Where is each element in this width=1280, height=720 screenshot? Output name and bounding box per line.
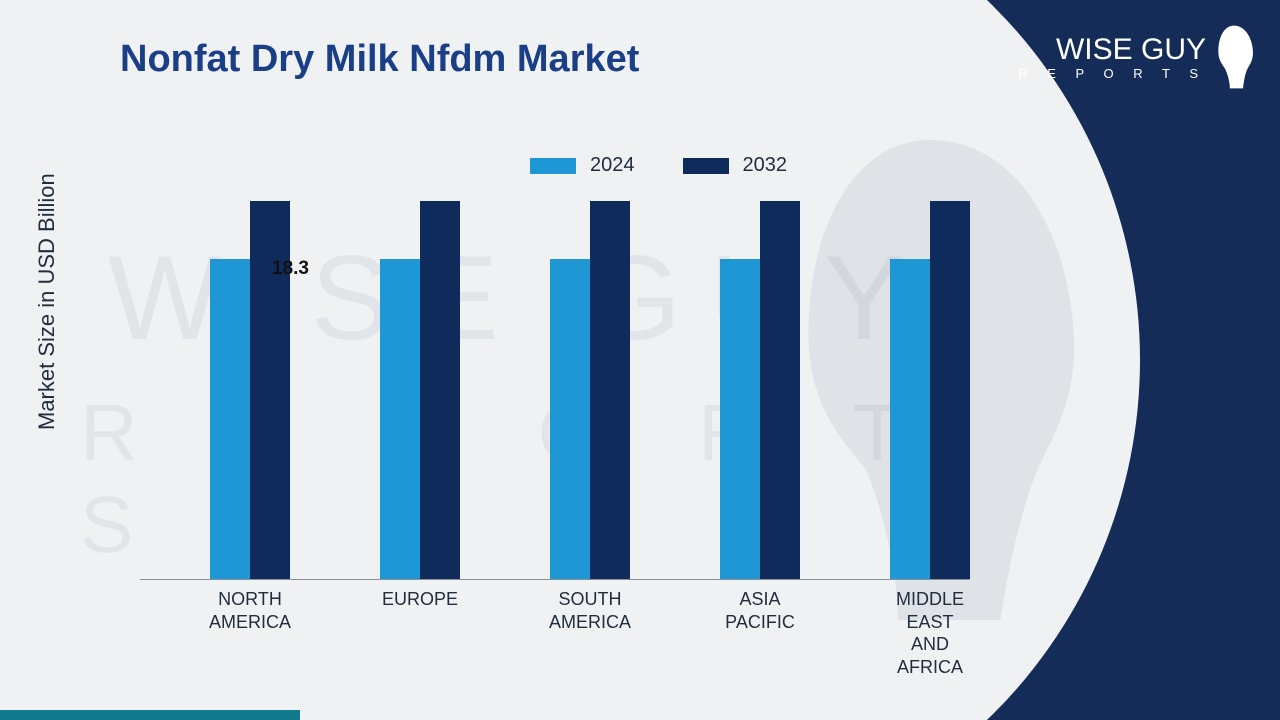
bar-2032 <box>590 201 630 579</box>
category-label: NORTHAMERICA <box>185 588 315 633</box>
bar-group <box>360 201 480 579</box>
bar-2024 <box>720 259 760 579</box>
brand-line2: R E P O R T S <box>1018 67 1206 80</box>
bar-2024 <box>210 259 250 579</box>
brand-line1: WISE GUY <box>1056 35 1206 65</box>
bar-2024 <box>890 259 930 579</box>
page-title: Nonfat Dry Milk Nfdm Market <box>120 38 639 81</box>
page: WISE GUY R E P O R T S WISE GUY R E P O … <box>0 0 1280 720</box>
category-label: EUROPE <box>355 588 485 611</box>
bar-2032 <box>760 201 800 579</box>
bottom-accent-bar <box>0 710 300 720</box>
y-axis-label: Market Size in USD Billion <box>34 173 60 430</box>
category-label: MIDDLEEASTANDAFRICA <box>865 588 995 678</box>
bar-2024 <box>380 259 420 579</box>
brand-head-icon <box>1212 24 1256 90</box>
bar-group <box>530 201 650 579</box>
bar-value-label: 18.3 <box>272 258 309 280</box>
category-label: ASIAPACIFIC <box>695 588 825 633</box>
bar-2024 <box>550 259 590 579</box>
bar-2032 <box>930 201 970 579</box>
bar-group <box>700 201 820 579</box>
brand-logo: WISE GUY R E P O R T S <box>1018 24 1256 90</box>
chart: Market Size in USD Billion 18.3 NORTHAME… <box>40 140 980 700</box>
bar-group <box>870 201 990 579</box>
plot-area: 18.3 <box>140 160 970 580</box>
category-label: SOUTHAMERICA <box>525 588 655 633</box>
bar-2032 <box>420 201 460 579</box>
